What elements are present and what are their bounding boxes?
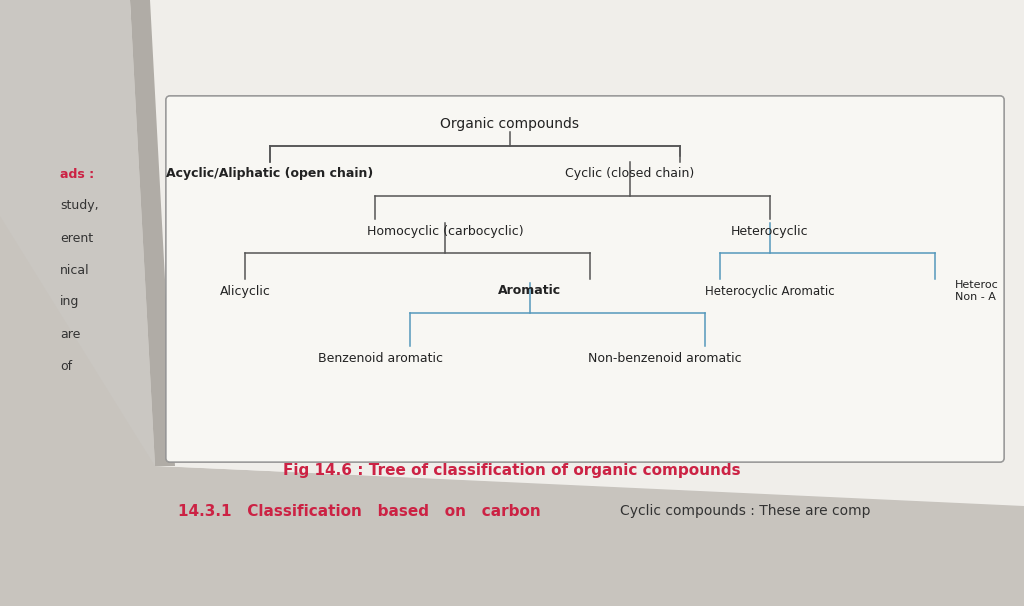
Text: Fig 14.6 : Tree of classification of organic compounds: Fig 14.6 : Tree of classification of org… (284, 462, 740, 478)
Text: Alicyclic: Alicyclic (219, 284, 270, 298)
Text: are: are (60, 327, 80, 341)
Text: 14.3.1   Classification   based   on   carbon: 14.3.1 Classification based on carbon (178, 504, 541, 519)
Text: ing: ing (60, 296, 80, 308)
Text: Aromatic: Aromatic (499, 284, 561, 298)
Text: Organic compounds: Organic compounds (440, 117, 580, 131)
Text: erent: erent (60, 231, 93, 244)
Polygon shape (130, 0, 1024, 504)
Text: Non-benzenoid aromatic: Non-benzenoid aromatic (588, 351, 741, 364)
Polygon shape (130, 0, 1024, 506)
Text: Heteroc
Non - A: Heteroc Non - A (955, 280, 998, 302)
FancyBboxPatch shape (166, 96, 1004, 462)
Text: Acyclic/Aliphatic (open chain): Acyclic/Aliphatic (open chain) (166, 167, 374, 181)
Text: nical: nical (60, 264, 90, 276)
Text: study,: study, (60, 199, 98, 213)
Polygon shape (0, 0, 1024, 506)
Text: Cyclic (closed chain): Cyclic (closed chain) (565, 167, 694, 181)
Text: ads :: ads : (60, 167, 94, 181)
FancyBboxPatch shape (166, 96, 1004, 462)
Text: Benzenoid aromatic: Benzenoid aromatic (317, 351, 442, 364)
Text: Homocyclic (carbocyclic): Homocyclic (carbocyclic) (367, 224, 523, 238)
Text: Heterocyclic Aromatic: Heterocyclic Aromatic (706, 284, 835, 298)
Text: of: of (60, 359, 72, 373)
Polygon shape (130, 0, 175, 466)
Text: Cyclic compounds : These are comp: Cyclic compounds : These are comp (620, 504, 870, 518)
Text: Heterocyclic: Heterocyclic (731, 224, 809, 238)
